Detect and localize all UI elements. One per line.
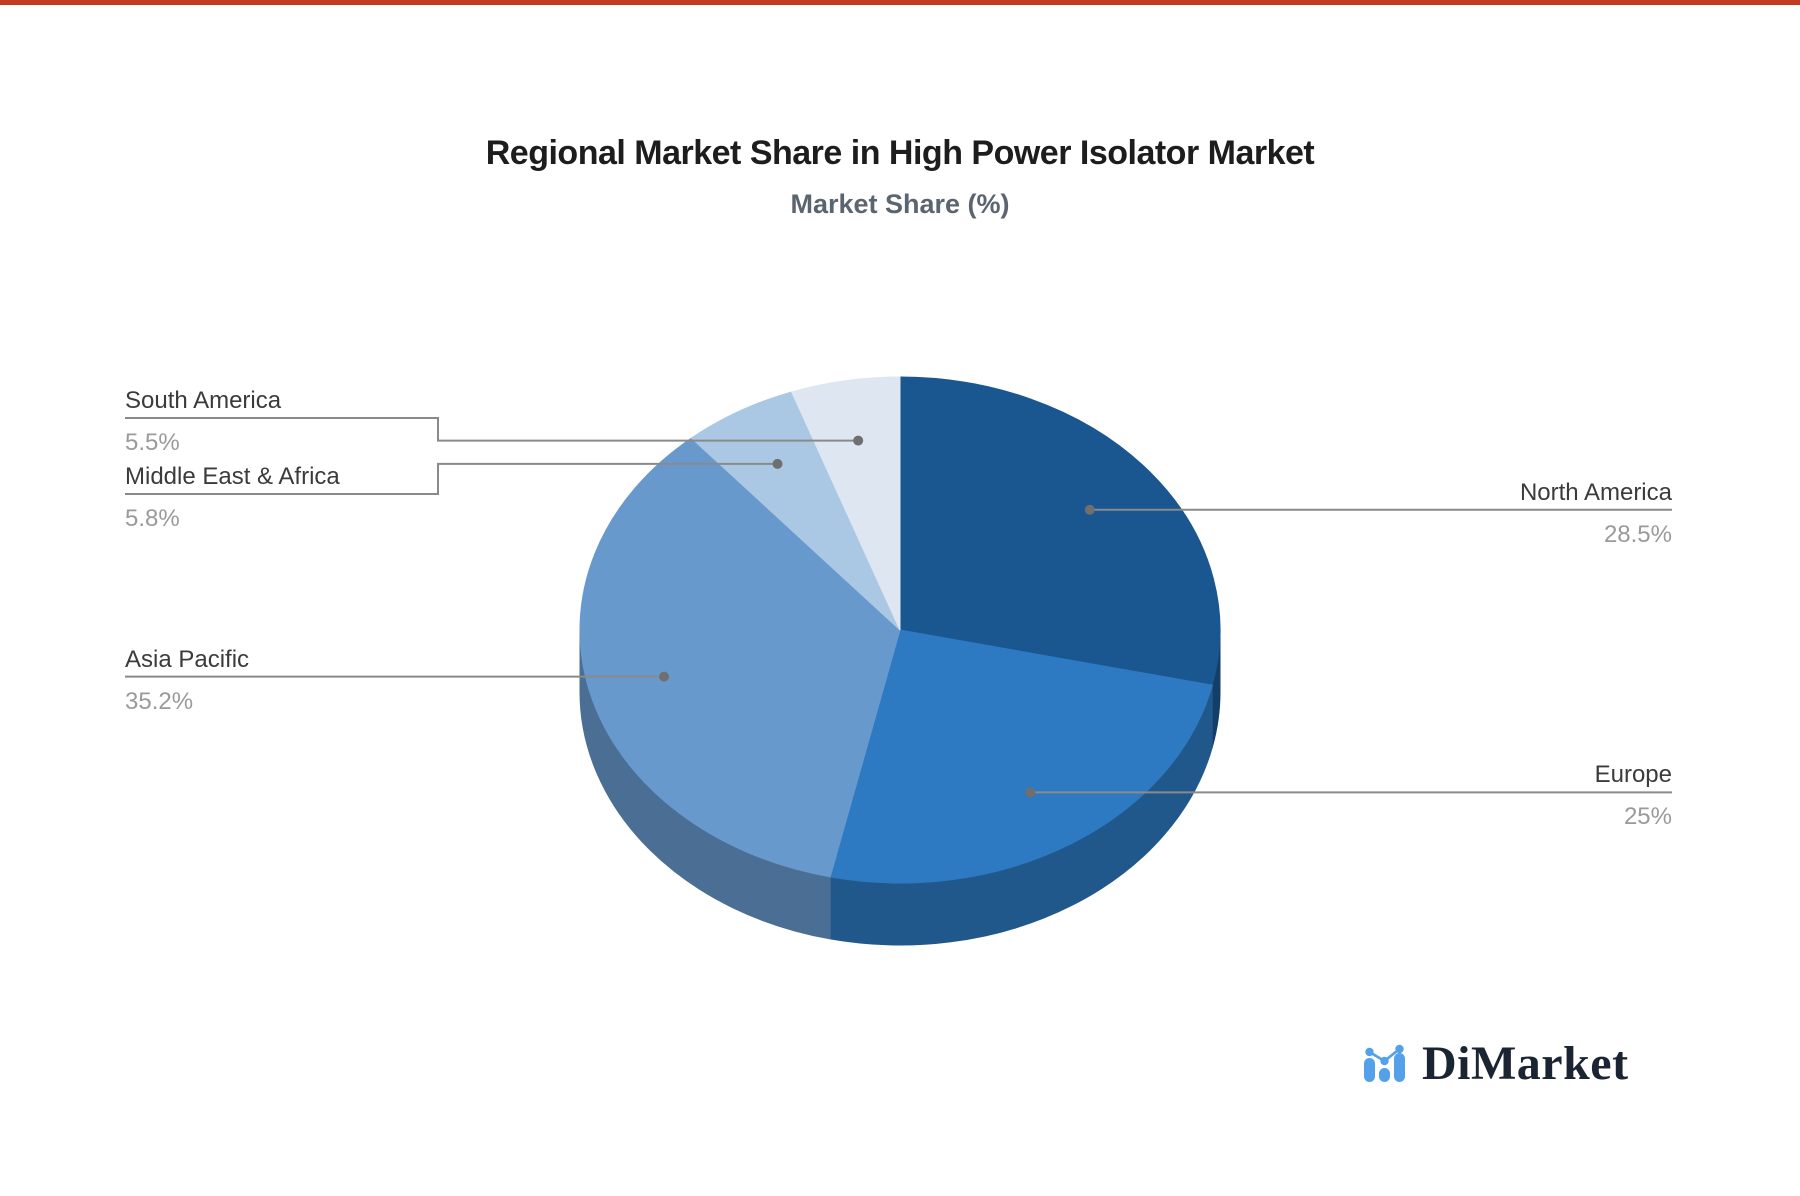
slice-label-value: 35.2%: [125, 687, 194, 715]
slice-label-value: 28.5%: [1603, 520, 1672, 548]
slice-label-value: 5.8%: [125, 505, 180, 532]
dimarket-logo-icon: [1364, 1044, 1405, 1082]
slice-label-name: Europe: [1594, 761, 1672, 789]
chart-title: Regional Market Share in High Power Isol…: [485, 134, 1315, 172]
pie-slice-north-america[interactable]: [899, 376, 1221, 686]
leader-line: [125, 417, 859, 442]
chart-subtitle: Market Share (%): [790, 189, 1010, 219]
leader-line: [125, 462, 778, 495]
leader-dot: [1084, 504, 1095, 515]
leader-dot: [1025, 787, 1036, 798]
slice-label-name: North America: [1519, 478, 1672, 506]
pie-slice-europe[interactable]: [829, 629, 1213, 884]
leader-dot: [659, 671, 670, 682]
leader-dot: [853, 435, 864, 446]
dimarket-logo: DiMarket: [1360, 1036, 1629, 1091]
pie-slice-asia-pacific[interactable]: [579, 437, 901, 878]
slice-label-name: Middle East & Africa: [125, 463, 340, 490]
dimarket-logo-text: DiMarket: [1422, 1037, 1629, 1090]
top-border-accent: [0, 0, 1800, 5]
slice-label-name: South America: [125, 387, 282, 414]
slice-label-value: 25%: [1623, 803, 1672, 831]
slice-label-value: 5.5%: [125, 429, 180, 456]
leader-dot: [772, 458, 783, 469]
slice-label-name: Asia Pacific: [125, 645, 250, 673]
